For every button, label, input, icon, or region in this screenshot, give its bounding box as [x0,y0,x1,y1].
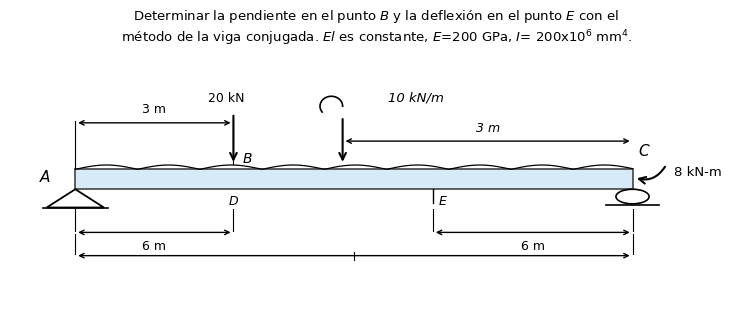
Text: 8 kN-m: 8 kN-m [674,166,721,179]
Text: 6 m: 6 m [142,240,166,253]
Circle shape [616,189,649,204]
Text: 3 m: 3 m [475,122,500,135]
Text: E: E [439,195,447,208]
Text: 10 kN/m: 10 kN/m [388,91,444,105]
Bar [75,169,633,189]
Text: D: D [229,195,238,208]
Text: 3 m: 3 m [142,103,166,116]
Text: 6 m: 6 m [521,240,544,253]
Text: método de la viga conjugada. $\mathit{El}$ es constante, $\mathit{E}$=200 GPa, $: método de la viga conjugada. $\mathit{El… [120,28,633,48]
Polygon shape [47,189,104,208]
Text: A: A [40,170,50,185]
Text: C: C [639,143,649,159]
Text: B: B [242,152,252,166]
Text: Determinar la pendiente en el punto $\mathit{B}$ y la deflexión en el punto $\ma: Determinar la pendiente en el punto $\ma… [133,8,620,25]
Text: 20 kN: 20 kN [208,92,244,105]
